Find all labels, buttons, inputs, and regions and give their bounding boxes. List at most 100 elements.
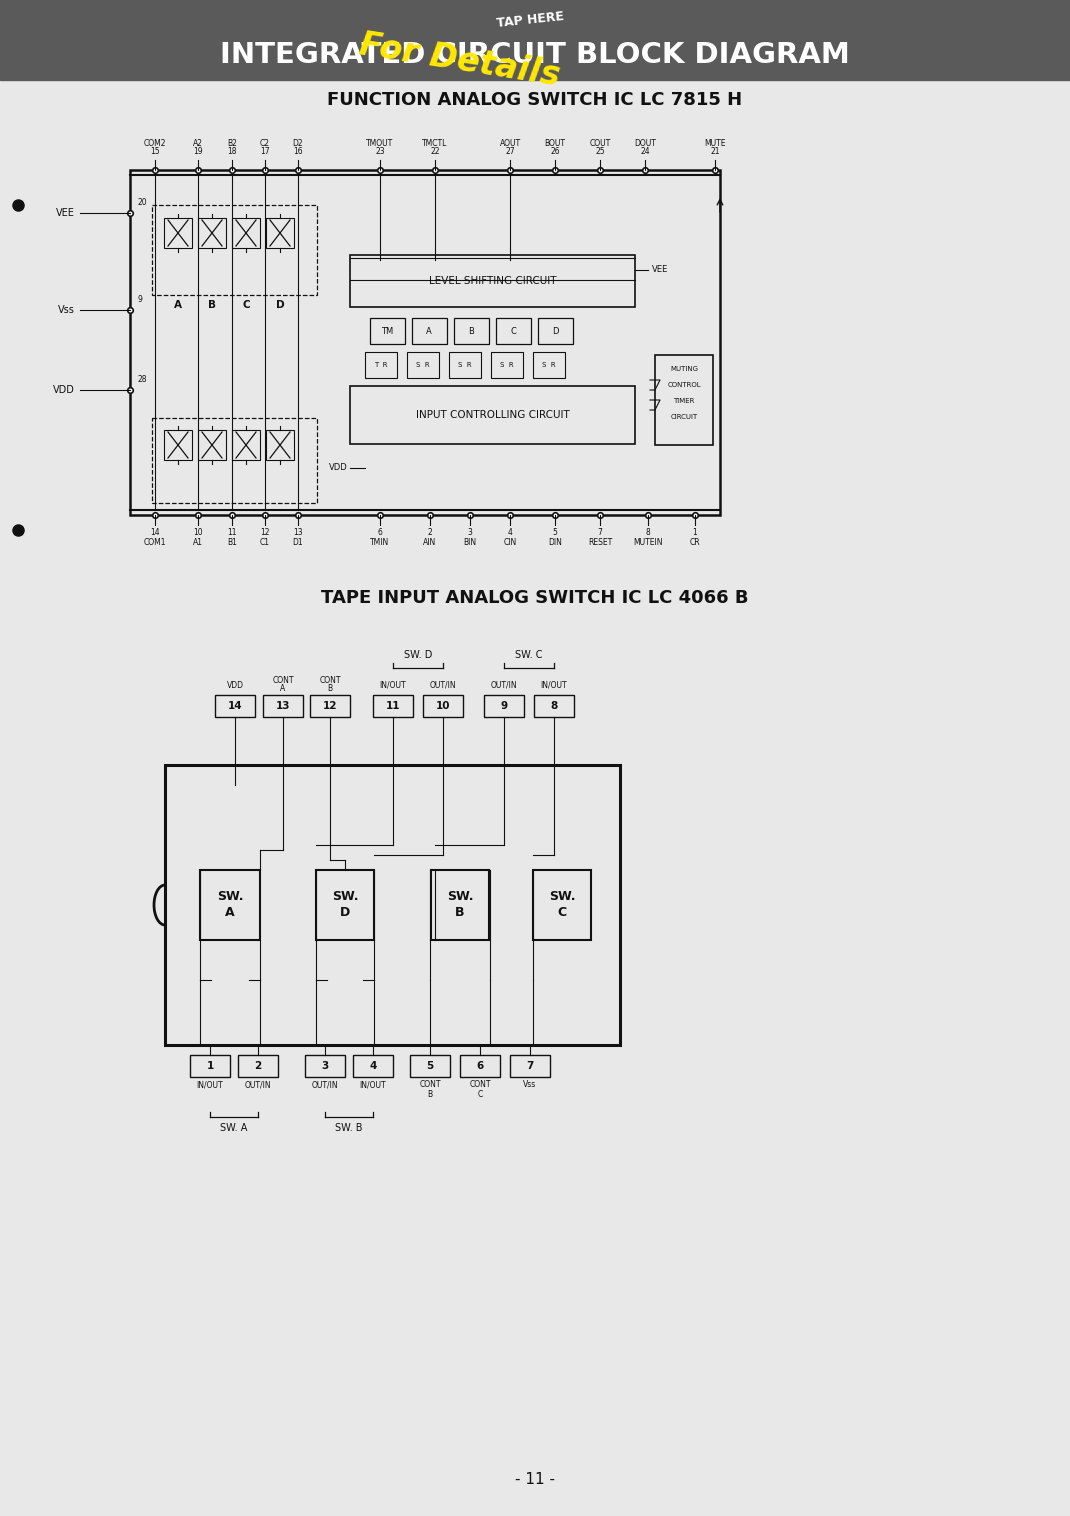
Text: IN/OUT: IN/OUT bbox=[540, 681, 567, 690]
Text: S  R: S R bbox=[500, 362, 514, 368]
Text: Vss: Vss bbox=[58, 305, 75, 315]
Text: CONT: CONT bbox=[319, 676, 340, 685]
Text: 12: 12 bbox=[260, 528, 270, 537]
Text: COM2: COM2 bbox=[143, 139, 166, 149]
Text: 16: 16 bbox=[293, 147, 303, 156]
Text: TMIN: TMIN bbox=[370, 538, 389, 547]
Text: 18: 18 bbox=[227, 147, 236, 156]
Bar bbox=[510, 1055, 550, 1076]
Text: 6: 6 bbox=[378, 528, 382, 537]
Text: 3: 3 bbox=[468, 528, 473, 537]
Text: B: B bbox=[327, 684, 333, 693]
Text: LEVEL SHIFTING CIRCUIT: LEVEL SHIFTING CIRCUIT bbox=[429, 276, 556, 287]
Text: 7: 7 bbox=[597, 528, 602, 537]
Text: 23: 23 bbox=[376, 147, 385, 156]
Text: MUTING: MUTING bbox=[670, 365, 698, 371]
Text: RESET: RESET bbox=[587, 538, 612, 547]
Text: B: B bbox=[468, 326, 474, 335]
Text: SW. B: SW. B bbox=[335, 1123, 363, 1132]
Bar bbox=[370, 318, 406, 344]
Text: 14: 14 bbox=[150, 528, 159, 537]
Bar bbox=[496, 318, 531, 344]
Text: MUTE: MUTE bbox=[704, 139, 725, 149]
Text: SW. A: SW. A bbox=[220, 1123, 247, 1132]
Text: AIN: AIN bbox=[424, 538, 437, 547]
Text: 4: 4 bbox=[369, 1061, 377, 1070]
Bar bbox=[238, 1055, 278, 1076]
Text: 1: 1 bbox=[692, 528, 698, 537]
Bar bbox=[431, 870, 489, 940]
Bar bbox=[454, 318, 489, 344]
Text: 9: 9 bbox=[501, 700, 507, 711]
Text: 13: 13 bbox=[293, 528, 303, 537]
Text: For Details: For Details bbox=[357, 27, 563, 92]
Bar bbox=[534, 694, 574, 717]
Text: 22: 22 bbox=[430, 147, 440, 156]
Bar bbox=[190, 1055, 230, 1076]
Text: TAPE INPUT ANALOG SWITCH IC LC 4066 B: TAPE INPUT ANALOG SWITCH IC LC 4066 B bbox=[321, 590, 749, 606]
Text: 12: 12 bbox=[323, 700, 337, 711]
Text: A: A bbox=[280, 684, 286, 693]
Text: 3: 3 bbox=[321, 1061, 328, 1070]
Text: IN/OUT: IN/OUT bbox=[197, 1079, 224, 1088]
Text: 5: 5 bbox=[426, 1061, 433, 1070]
Bar bbox=[491, 352, 523, 377]
Text: 7: 7 bbox=[526, 1061, 534, 1070]
Text: 6: 6 bbox=[476, 1061, 484, 1070]
Text: BIN: BIN bbox=[463, 538, 476, 547]
Text: VDD: VDD bbox=[227, 681, 244, 690]
Text: SW. C: SW. C bbox=[516, 650, 542, 659]
Text: COUT: COUT bbox=[590, 139, 611, 149]
Bar bbox=[215, 694, 255, 717]
Text: 15: 15 bbox=[150, 147, 159, 156]
Bar bbox=[0, 0, 1070, 80]
Bar bbox=[538, 318, 574, 344]
Bar bbox=[407, 352, 439, 377]
Text: D2: D2 bbox=[293, 139, 303, 149]
Text: IN/OUT: IN/OUT bbox=[380, 681, 407, 690]
Text: S  R: S R bbox=[542, 362, 555, 368]
Text: 2: 2 bbox=[255, 1061, 262, 1070]
Text: 17: 17 bbox=[260, 147, 270, 156]
Bar bbox=[423, 694, 463, 717]
Bar bbox=[412, 318, 447, 344]
Text: TMOUT: TMOUT bbox=[366, 139, 394, 149]
Text: SW.
B: SW. B bbox=[447, 890, 473, 920]
Bar bbox=[232, 431, 260, 459]
Bar bbox=[198, 218, 226, 249]
Bar bbox=[353, 1055, 393, 1076]
Text: 20: 20 bbox=[137, 199, 147, 208]
Text: SW.
D: SW. D bbox=[332, 890, 358, 920]
Bar bbox=[410, 1055, 450, 1076]
Bar bbox=[305, 1055, 345, 1076]
Text: A2: A2 bbox=[193, 139, 203, 149]
Text: CONT: CONT bbox=[272, 676, 294, 685]
Text: 2: 2 bbox=[428, 528, 432, 537]
Text: VEE: VEE bbox=[56, 208, 75, 218]
Bar bbox=[484, 694, 524, 717]
Text: 13: 13 bbox=[276, 700, 290, 711]
Bar bbox=[152, 205, 317, 296]
Text: T  R: T R bbox=[374, 362, 387, 368]
Text: B2: B2 bbox=[227, 139, 236, 149]
Text: 4: 4 bbox=[507, 528, 513, 537]
Text: MUTEIN: MUTEIN bbox=[633, 538, 662, 547]
Text: 11: 11 bbox=[386, 700, 400, 711]
Text: OUT/IN: OUT/IN bbox=[311, 1079, 338, 1088]
Text: 1: 1 bbox=[207, 1061, 214, 1070]
Bar bbox=[460, 1055, 500, 1076]
Text: S  R: S R bbox=[458, 362, 472, 368]
Text: AOUT: AOUT bbox=[500, 139, 521, 149]
Text: TIMER: TIMER bbox=[673, 399, 694, 403]
Text: A: A bbox=[426, 326, 432, 335]
Text: - 11 -: - 11 - bbox=[515, 1472, 555, 1487]
Bar bbox=[350, 255, 635, 308]
Text: 5: 5 bbox=[552, 528, 557, 537]
Text: SW.
A: SW. A bbox=[217, 890, 243, 920]
Text: D1: D1 bbox=[293, 538, 303, 547]
Bar bbox=[165, 766, 620, 1045]
Text: SW. D: SW. D bbox=[403, 650, 432, 659]
Text: C: C bbox=[242, 300, 249, 309]
Text: CR: CR bbox=[690, 538, 700, 547]
Text: INPUT CONTROLLING CIRCUIT: INPUT CONTROLLING CIRCUIT bbox=[415, 409, 569, 420]
